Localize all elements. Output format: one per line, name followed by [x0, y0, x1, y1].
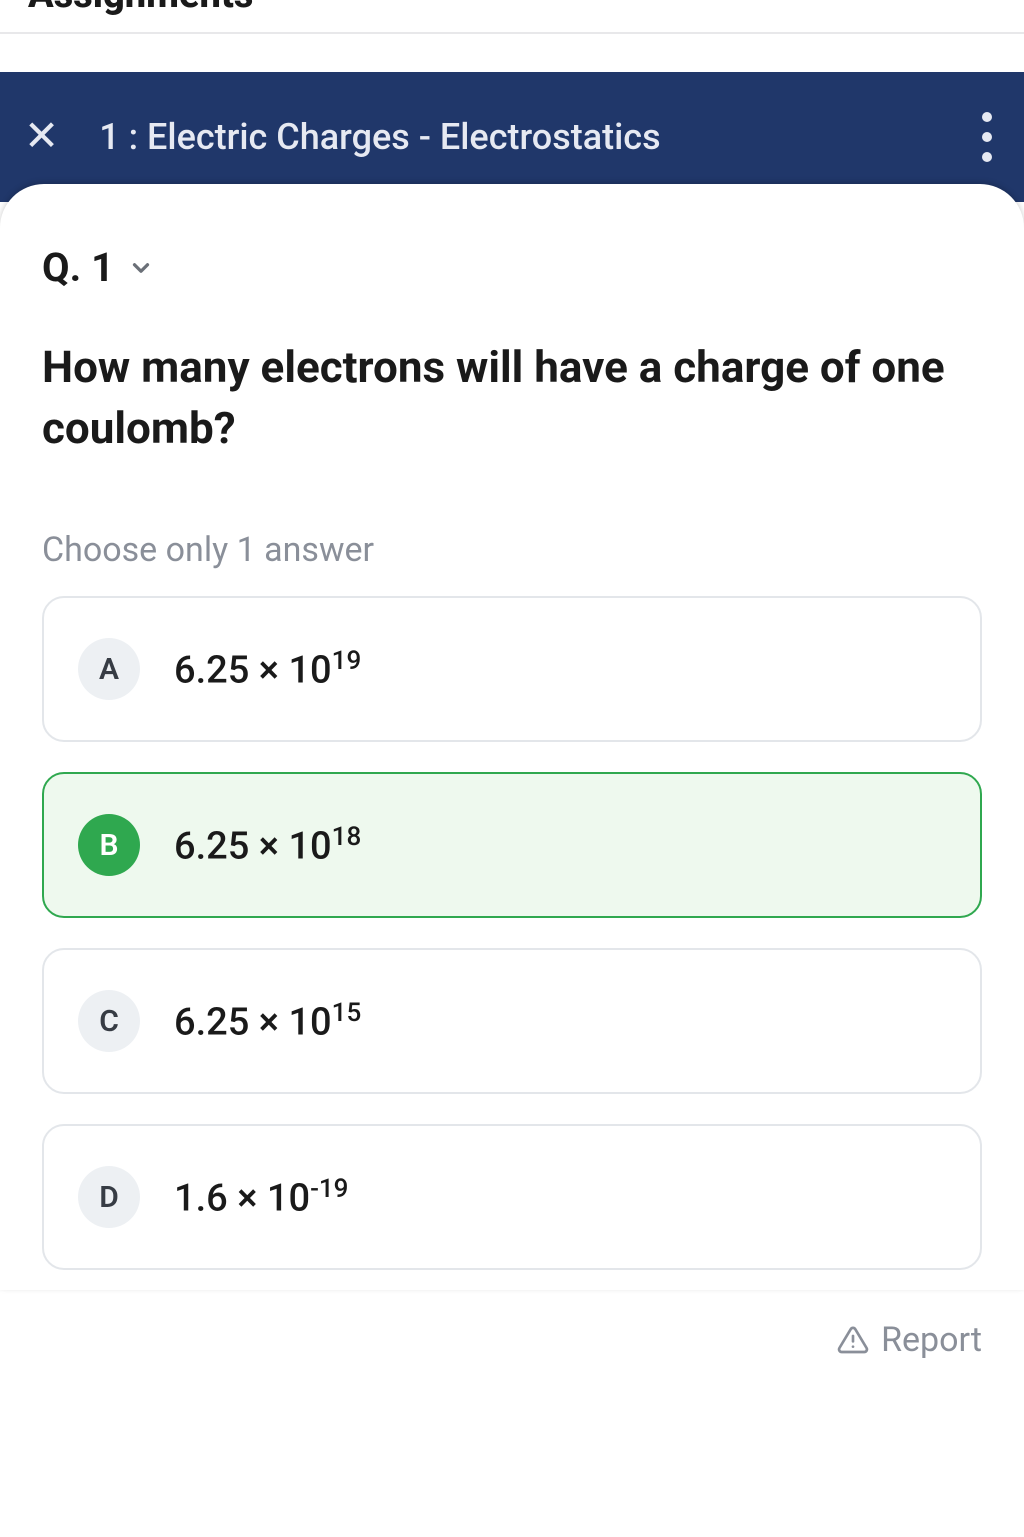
topbar-title: 1 : Electric Charges - Electrostatics — [99, 116, 934, 158]
topbar: ✕ 1 : Electric Charges - Electrostatics — [0, 72, 1024, 202]
option-a[interactable]: A 6.25 × 1019 — [42, 596, 982, 742]
page-title: Assignments — [0, 0, 1024, 32]
report-label: Report — [881, 1320, 982, 1360]
warning-icon — [837, 1324, 869, 1356]
question-text: How many electrons will have a charge of… — [42, 337, 982, 458]
answer-instruction: Choose only 1 answer — [42, 530, 982, 570]
option-letter: C — [78, 990, 140, 1052]
more-options-icon[interactable] — [974, 104, 1000, 170]
question-number-label: Q. 1 — [42, 244, 114, 291]
option-letter: D — [78, 1166, 140, 1228]
option-b[interactable]: B 6.25 × 1018 — [42, 772, 982, 918]
option-letter: A — [78, 638, 140, 700]
option-c[interactable]: C 6.25 × 1015 — [42, 948, 982, 1094]
option-text: 6.25 × 1015 — [174, 998, 361, 1045]
question-number-dropdown[interactable]: Q. 1 — [42, 244, 982, 291]
option-text: 6.25 × 1018 — [174, 822, 361, 869]
close-icon[interactable]: ✕ — [24, 116, 59, 158]
option-text: 6.25 × 1019 — [174, 646, 361, 693]
footer: Report — [0, 1290, 1024, 1360]
question-card: Q. 1 How many electrons will have a char… — [0, 184, 1024, 1290]
option-d[interactable]: D 1.6 × 10-19 — [42, 1124, 982, 1270]
report-button[interactable]: Report — [837, 1320, 982, 1360]
option-text: 1.6 × 10-19 — [174, 1174, 348, 1221]
options-list: A 6.25 × 1019 B 6.25 × 1018 C 6.25 × 101… — [42, 596, 982, 1270]
chevron-down-icon — [128, 255, 154, 281]
spacer — [0, 34, 1024, 72]
option-letter: B — [78, 814, 140, 876]
